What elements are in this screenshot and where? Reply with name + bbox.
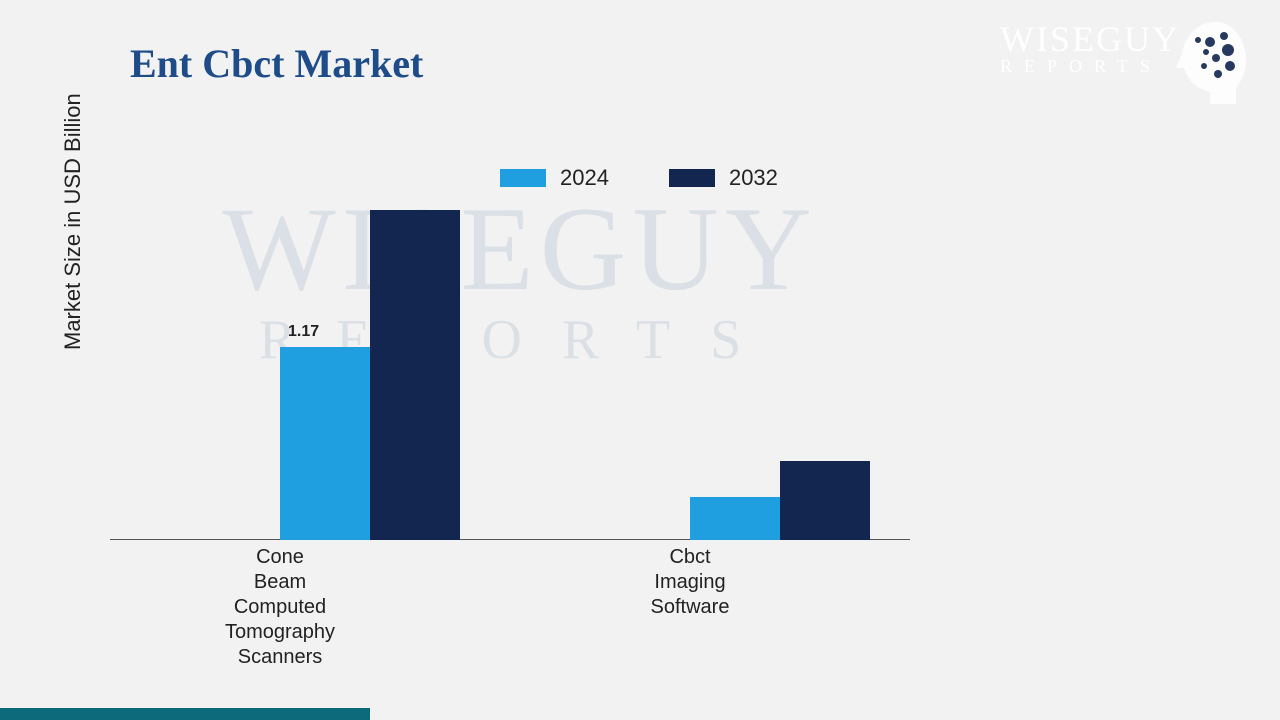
category-label: CbctImagingSoftware <box>610 545 770 620</box>
chart-title: Ent Cbct Market <box>130 40 423 87</box>
legend: 2024 2032 <box>500 165 778 191</box>
brand-logo: WISEGUY REPORTS <box>1000 18 1250 77</box>
chart-area: 1.17 <box>110 210 910 540</box>
bar <box>690 497 780 540</box>
bottom-strip <box>0 708 370 720</box>
legend-label: 2024 <box>560 165 609 191</box>
legend-item: 2024 <box>500 165 609 191</box>
bar-group: 1.17 <box>280 210 460 540</box>
legend-swatch <box>669 169 715 187</box>
bar-value-label: 1.17 <box>288 323 319 341</box>
legend-label: 2032 <box>729 165 778 191</box>
right-band <box>960 0 1280 720</box>
y-axis-label: Market Size in USD Billion <box>60 93 86 350</box>
page-root: WISEGUY REPORTS Ent Cbct Market WISEGUY … <box>0 0 1280 720</box>
bar-group <box>690 461 870 540</box>
brand-head-icon <box>1170 18 1250 108</box>
category-label: ConeBeamComputedTomographyScanners <box>200 545 360 670</box>
bar <box>780 461 870 540</box>
legend-swatch <box>500 169 546 187</box>
bar <box>280 347 370 540</box>
bar <box>370 210 460 540</box>
legend-item: 2032 <box>669 165 778 191</box>
